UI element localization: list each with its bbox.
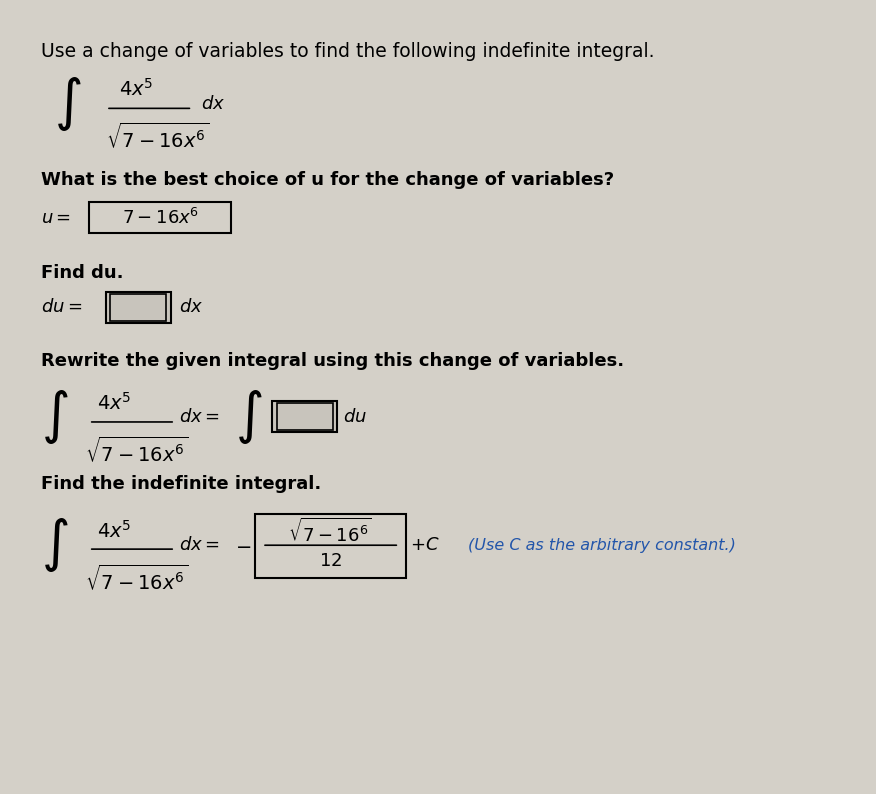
Text: Find du.: Find du. (41, 264, 124, 283)
Text: $dx$: $dx$ (201, 95, 225, 114)
Bar (88, 202, 231, 233)
Text: (Use C as the arbitrary constant.): (Use C as the arbitrary constant.) (468, 538, 736, 553)
Text: $+ C$: $+ C$ (411, 536, 440, 554)
Bar (255, 514, 406, 578)
Text: $dx$: $dx$ (180, 299, 203, 316)
Text: Use a change of variables to find the following indefinite integral.: Use a change of variables to find the fo… (41, 42, 655, 61)
Text: What is the best choice of u for the change of variables?: What is the best choice of u for the cha… (41, 171, 615, 189)
Text: $7-16x^6$: $7-16x^6$ (122, 207, 199, 228)
Text: $\int$: $\int$ (54, 75, 82, 133)
Text: $4x^5$: $4x^5$ (97, 520, 131, 542)
Text: Find the indefinite integral.: Find the indefinite integral. (41, 475, 321, 493)
Text: $4x^5$: $4x^5$ (119, 78, 153, 100)
Bar (106, 291, 171, 323)
Text: $\sqrt{7-16^6}$: $\sqrt{7-16^6}$ (288, 517, 372, 545)
Text: $12$: $12$ (319, 552, 342, 570)
Text: $u =$: $u =$ (41, 209, 72, 226)
Text: $du$: $du$ (343, 407, 367, 426)
Bar (272, 401, 337, 432)
Text: $du =$: $du =$ (41, 299, 83, 316)
Text: $dx =$: $dx =$ (180, 536, 220, 554)
Text: $4x^5$: $4x^5$ (97, 392, 131, 414)
Text: $-$: $-$ (236, 536, 251, 555)
Bar (277, 403, 333, 430)
Text: $\int$: $\int$ (41, 387, 69, 445)
Text: $\sqrt{7-16x^6}$: $\sqrt{7-16x^6}$ (85, 564, 187, 594)
Bar (110, 294, 166, 321)
Text: $\sqrt{7-16x^6}$: $\sqrt{7-16x^6}$ (106, 122, 209, 152)
Text: $\sqrt{7-16x^6}$: $\sqrt{7-16x^6}$ (85, 436, 187, 466)
Text: $\int$: $\int$ (41, 516, 69, 574)
Text: $dx =$: $dx =$ (180, 407, 220, 426)
Text: Rewrite the given integral using this change of variables.: Rewrite the given integral using this ch… (41, 352, 625, 370)
Text: $\int$: $\int$ (236, 387, 263, 445)
